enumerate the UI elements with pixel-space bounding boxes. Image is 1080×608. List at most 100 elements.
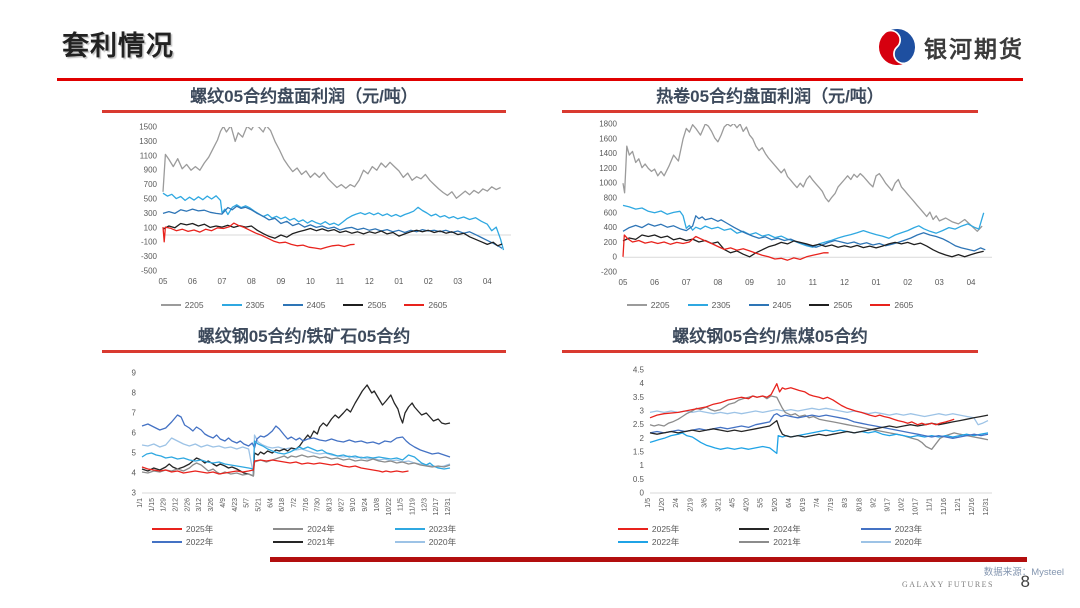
y-tick-label: 2.5 [633,420,645,429]
galaxy-logo: 银河期货 [876,27,1024,67]
series-line-2025年 [141,458,409,475]
series-line-2021年 [649,394,989,450]
legend-item-2205: 2205 [626,299,670,310]
legend-swatch [273,527,304,530]
x-tick-label: 11 [809,278,818,287]
y-tick-label: 1 [640,461,645,470]
legend-swatch [870,303,891,306]
x-tick-label: 2/12 [173,497,180,511]
y-tick-label: 6 [132,428,137,437]
series-line-2020年 [141,433,451,475]
page-number: 8 [1020,572,1030,591]
x-tick-label: 08 [247,277,256,286]
y-tick-label: 3.5 [633,392,645,401]
series-line-2020年 [649,407,989,425]
y-tick-label: 600 [604,208,618,217]
x-tick-label: 6/18 [279,497,286,511]
x-tick-label: 11/16 [941,497,948,514]
y-tick-label: 1100 [140,151,158,160]
legend-label: 2605 [894,299,914,310]
legend-swatch [151,527,182,530]
legend-swatch [282,303,303,306]
series-line-2405 [162,205,503,249]
x-tick-label: 4/5 [730,497,737,507]
x-tick-label: 09 [276,277,285,286]
y-tick-label: 4 [132,468,137,477]
legend-item-2022年: 2022年 [617,536,679,548]
x-tick-label: 12/17 [433,497,440,515]
legend-swatch [748,303,769,306]
legend-item-2020年: 2020年 [394,536,457,548]
legend-item-2605: 2605 [404,300,447,310]
legend-label: 2305 [711,299,731,310]
legend-label: 2022年 [185,536,214,547]
x-tick-label: 10 [306,277,315,286]
legend-label: 2025年 [651,523,680,534]
chart-legend: 2205 2305 2405 2505 2605 [548,300,992,310]
x-tick-label: 4/20 [744,497,751,511]
legend-label: 2023年 [428,523,457,534]
y-tick-label: 3 [132,488,137,497]
galaxy-logo-icon [876,27,918,67]
rebar-ironore-ratio-chart: 9 8 7 6 5 4 31/1 1/15 1/29 2/12 2/26 3/12 3/26 4/9 4/2… [132,368,456,515]
legend-label: 2020年 [428,536,457,547]
legend-swatch [739,527,770,530]
x-tick-label: 4/9 [220,497,227,507]
legend-swatch [617,527,648,530]
x-tick-label: 7/4 [814,497,821,507]
y-tick-label: -100 [141,237,158,246]
series-line-2605 [162,221,355,250]
x-tick-label: 2/4 [673,497,680,507]
footer-brand: GALAXY FUTURES [901,580,994,589]
y-tick-label: -300 [141,252,158,261]
legend-item-2025年: 2025年 [151,523,214,535]
chart-panel-rebar-ironore-ratio: 螺纹钢05合约/铁矿石05合约 9 8 7 6 5 4 3 1/1 1/15 1/29 2/12 2/… [88,326,520,548]
legend-swatch [394,540,425,543]
legend-label: 2025年 [185,523,214,534]
legend-item-2605: 2605 [870,300,913,310]
legend-item-2305: 2305 [687,299,731,310]
chart-title-underline [562,110,978,113]
y-tick-label: 1300 [139,136,157,145]
x-tick-label: 04 [967,278,976,287]
y-tick-label: 1600 [599,134,617,143]
series-line-2505 [622,233,984,257]
x-tick-label: 4/23 [232,497,239,511]
legend-item-2021年: 2021年 [739,536,801,548]
x-tick-label: 8/27 [338,497,345,511]
x-tick-label: 12 [365,277,374,286]
rebar-profit-chart: 150013001100900700500300100-100-300-5000… [139,122,511,286]
legend-label: 2205 [650,299,670,310]
legend-item-2023年: 2023年 [860,523,923,535]
legend-item-2405: 2405 [282,300,325,310]
series-line-2024年 [649,413,989,438]
series-line-2405 [622,214,986,252]
x-tick-label: 12/1 [955,497,962,511]
page-title: 套利情况 [62,31,174,61]
legend-item-2020年: 2020年 [860,536,922,548]
chart-title: 螺纹钢05合约/焦煤05合约 [672,327,868,346]
x-tick-label: 9/17 [884,497,891,511]
x-tick-label: 01 [394,277,403,286]
chart-legend: 2025年 2024年 2023年 2022年 2021年 2020年 [617,523,923,548]
y-tick-label: 1.5 [633,447,645,456]
y-tick-label: 8 [132,388,137,397]
y-tick-label: 3 [640,406,645,415]
x-tick-label: 12/31 [983,497,990,515]
x-tick-label: 2/19 [687,497,694,511]
y-tick-label: 2 [640,433,645,442]
x-tick-label: 3/12 [196,497,203,511]
x-tick-label: 09 [745,278,754,287]
legend-label: 2021年 [773,536,801,547]
x-tick-label: 5/7 [244,497,251,507]
legend-label: 2023年 [894,523,923,534]
y-tick-label: 1000 [599,178,617,187]
y-tick-label: -200 [601,267,618,276]
x-tick-label: 1/20 [659,497,666,511]
legend-swatch [860,540,891,543]
x-tick-label: 10/22 [386,497,393,515]
x-tick-label: 5/21 [255,497,262,511]
x-tick-label: 03 [453,277,462,286]
x-tick-label: 10/8 [374,497,381,511]
